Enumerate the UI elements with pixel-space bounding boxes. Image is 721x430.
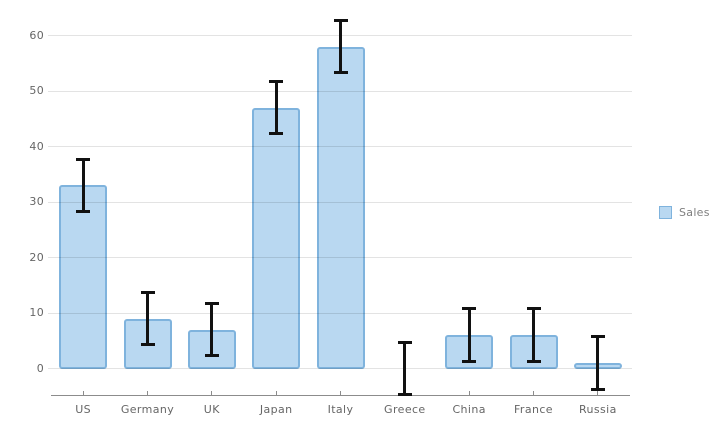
error-bar-cap	[140, 290, 155, 294]
error-bar-us	[76, 157, 91, 214]
error-bar-line	[403, 340, 407, 397]
legend-label: Sales	[679, 206, 710, 219]
bar-japan[interactable]	[252, 107, 301, 370]
y-axis-tick-label: 0	[36, 361, 44, 375]
x-axis-tick-label-us: US	[75, 403, 92, 416]
legend-swatch-icon	[659, 206, 672, 219]
error-bar-cap	[462, 307, 477, 311]
bar-us[interactable]	[59, 185, 108, 370]
error-bar-cap	[462, 359, 477, 363]
x-axis-tick	[533, 391, 534, 395]
x-axis-tick-label-greece: Greece	[384, 403, 426, 416]
legend[interactable]: Sales	[659, 206, 710, 219]
error-bar-germany	[140, 290, 155, 347]
error-bar-line	[274, 79, 278, 136]
y-axis-tick-label: 10	[29, 306, 44, 319]
error-bar-line	[532, 307, 535, 363]
error-bar-cap	[76, 157, 91, 161]
y-axis-tick-label: 60	[29, 28, 44, 42]
error-bar-greece	[397, 340, 412, 397]
error-bar-line	[339, 18, 342, 75]
error-bar-cap	[526, 359, 541, 363]
error-bar-cap	[333, 18, 348, 22]
x-axis-tick	[597, 391, 599, 395]
error-bar-line	[210, 301, 214, 358]
error-bar-cap	[269, 132, 284, 136]
error-bar-line	[596, 335, 600, 391]
error-bar-line	[81, 157, 85, 214]
error-bar-line	[467, 307, 471, 363]
error-bar-cap	[526, 307, 541, 311]
error-bar-cap	[333, 71, 348, 75]
x-axis-line	[51, 395, 630, 396]
error-bar-cap	[204, 354, 219, 358]
error-bar-france	[526, 307, 541, 363]
error-bar-cap	[269, 79, 284, 83]
x-axis-tick-label-japan: Japan	[259, 403, 293, 416]
error-bar-russia	[590, 335, 605, 391]
x-axis-tick-label-uk: UK	[203, 403, 220, 416]
error-bar-cap	[204, 301, 219, 305]
y-axis-tick-label: 30	[29, 195, 44, 208]
error-bar-japan	[269, 79, 284, 136]
bar-italy[interactable]	[316, 46, 365, 370]
y-axis-tick-label: 40	[29, 139, 44, 153]
error-bar-cap	[397, 393, 412, 397]
y-axis-tick-label: 50	[29, 84, 44, 97]
x-axis-tick-label-russia: Russia	[578, 403, 617, 416]
error-bar-cap	[590, 335, 605, 339]
x-axis-tick	[340, 391, 341, 395]
x-axis-tick	[147, 391, 148, 395]
error-bar-italy	[333, 18, 348, 75]
x-axis-tick	[211, 391, 213, 395]
y-axis-tick-label: 20	[29, 250, 44, 264]
x-axis-tick	[468, 391, 470, 395]
error-bar-cap	[590, 387, 605, 391]
error-bar-cap	[76, 210, 91, 214]
x-axis-tick	[82, 391, 84, 395]
error-bar-cap	[140, 343, 155, 347]
error-bar-line	[146, 290, 149, 347]
error-bar-uk	[204, 301, 219, 358]
x-axis-tick	[275, 391, 277, 395]
x-axis-tick-label-germany: Germany	[120, 403, 175, 416]
error-bar-cap	[397, 340, 412, 344]
x-axis-tick-label-italy: Italy	[327, 403, 354, 416]
x-axis-tick-label-france: France	[514, 403, 553, 416]
error-bar-china	[462, 307, 477, 363]
x-axis-tick-label-china: China	[452, 403, 486, 416]
